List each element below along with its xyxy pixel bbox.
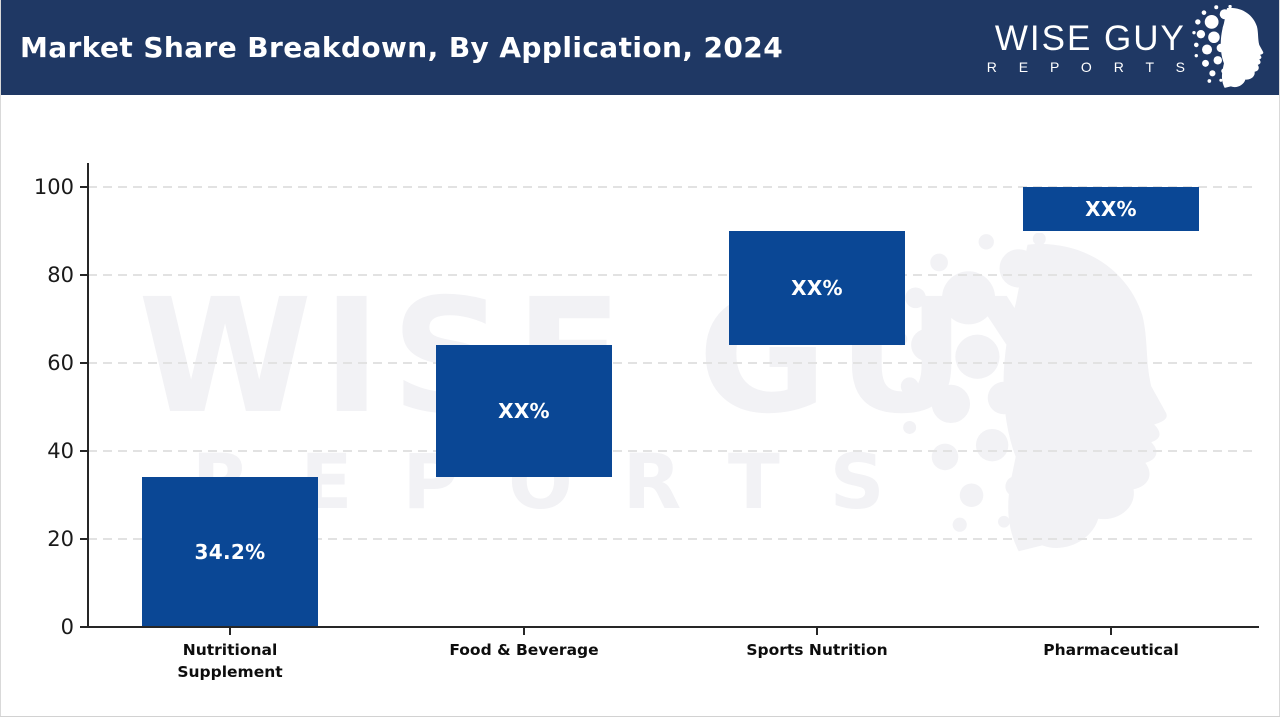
bar-food-beverage: XX% (436, 345, 612, 477)
x-axis-spine (87, 626, 1259, 628)
page-title: Market Share Breakdown, By Application, … (20, 31, 784, 64)
bar-value-label: XX% (1085, 197, 1137, 221)
x-axis-tick (229, 628, 231, 635)
bar-value-label: XX% (498, 398, 550, 423)
chart-area: WISE GUY REPORTS 0 20 40 60 80 100 34.2% XX% XX%… (0, 95, 1280, 716)
x-category-label: Nutritional Supplement (177, 641, 283, 681)
gridline-80 (88, 274, 1258, 276)
y-tick-label: 0 (60, 615, 74, 639)
y-axis-tick (80, 450, 87, 452)
wiseguy-logo: WISE GUY R E P O R T S (987, 5, 1266, 91)
y-axis-tick (80, 186, 87, 188)
gridline-60 (88, 362, 1258, 364)
logo-subtitle-text: R E P O R T S (986, 59, 1194, 75)
gridline-40 (88, 450, 1258, 452)
x-category-label: Food & Beverage (449, 641, 599, 659)
y-tick-label: 60 (47, 351, 74, 375)
x-axis-tick (816, 628, 818, 635)
y-axis-tick (80, 274, 87, 276)
gridline-100 (88, 186, 1258, 188)
y-tick-label: 80 (47, 263, 74, 287)
x-category-label: Pharmaceutical (1043, 641, 1179, 659)
logo-head-icon (1188, 5, 1266, 91)
y-axis-tick (80, 538, 87, 540)
bar-value-label: XX% (791, 276, 843, 301)
bar-value-label: 34.2% (194, 539, 266, 564)
y-axis-tick (80, 362, 87, 364)
bar-nutritional-supplement: 34.2% (142, 476, 318, 627)
bar-sports-nutrition: XX% (729, 231, 905, 346)
logo-name-text: WISE GUY (994, 19, 1186, 58)
x-axis-tick (523, 628, 525, 635)
y-tick-label: 100 (33, 175, 74, 199)
logo-wordmark: WISE GUY R E P O R T S (986, 19, 1194, 76)
y-axis-tick (80, 626, 87, 628)
x-category-label: Sports Nutrition (746, 641, 888, 659)
x-axis-tick (1110, 628, 1112, 635)
header-bar: Market Share Breakdown, By Application, … (0, 0, 1280, 95)
y-axis-spine (87, 163, 89, 628)
gridline-20 (88, 538, 1258, 540)
page-bottom-border (0, 716, 1280, 717)
bar-pharmaceutical: XX% (1023, 187, 1199, 231)
y-tick-label: 40 (47, 439, 74, 463)
y-tick-label: 20 (47, 527, 74, 551)
